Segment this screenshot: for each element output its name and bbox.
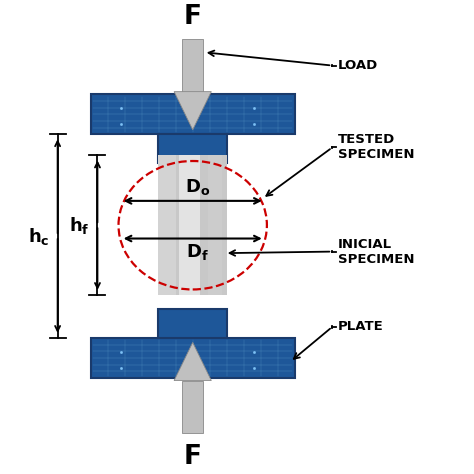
Bar <box>158 155 227 295</box>
Text: TESTED
SPECIMEN: TESTED SPECIMEN <box>338 134 414 162</box>
Bar <box>179 155 200 295</box>
Bar <box>182 381 203 433</box>
Bar <box>158 309 227 338</box>
Text: $\mathbf{h_c}$: $\mathbf{h_c}$ <box>28 226 50 246</box>
Text: LOAD: LOAD <box>338 59 378 72</box>
Text: $\mathbf{h_f}$: $\mathbf{h_f}$ <box>69 215 89 236</box>
Bar <box>158 134 227 163</box>
Bar <box>158 155 175 295</box>
Text: F: F <box>184 444 202 470</box>
Bar <box>91 338 294 378</box>
Bar <box>91 94 294 134</box>
Bar <box>208 155 221 295</box>
Text: INICIAL
SPECIMEN: INICIAL SPECIMEN <box>338 237 414 265</box>
Bar <box>182 39 203 91</box>
Text: $\mathbf{D_o}$: $\mathbf{D_o}$ <box>184 177 210 197</box>
Polygon shape <box>174 342 211 381</box>
Text: $\mathbf{D_f}$: $\mathbf{D_f}$ <box>186 242 209 262</box>
Text: PLATE: PLATE <box>338 320 384 333</box>
Text: F: F <box>184 4 202 30</box>
Polygon shape <box>174 91 211 130</box>
